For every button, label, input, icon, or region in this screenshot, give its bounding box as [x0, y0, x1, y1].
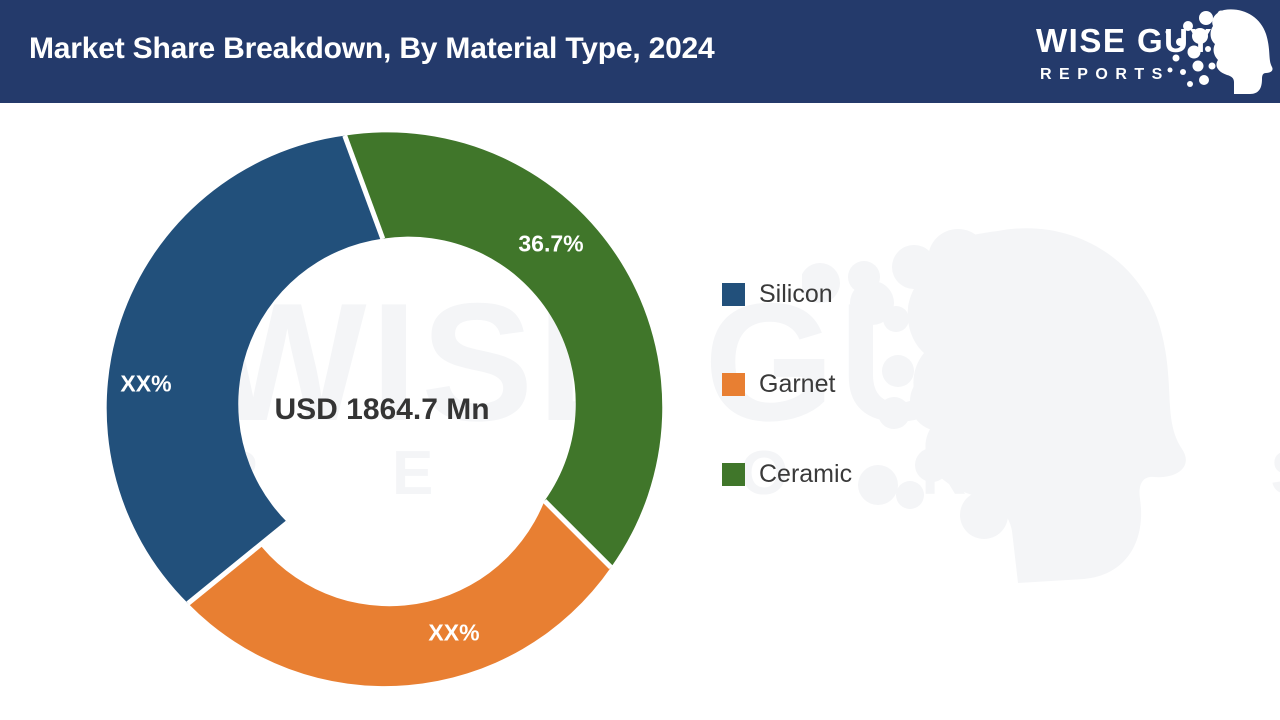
donut-chart: USD 1864.7 Mn 36.7% XX% XX% Silicon Garn… — [0, 103, 1280, 720]
legend-swatch-garnet — [722, 372, 745, 396]
slice-label-ceramic: 36.7% — [518, 230, 584, 257]
svg-text:REPORTS: REPORTS — [1040, 66, 1170, 83]
donut-slices — [106, 132, 663, 687]
chart-legend: Silicon Garnet Ceramic — [722, 249, 1002, 519]
center-value-label: USD 1864.7 Mn — [274, 393, 490, 426]
legend-swatch-ceramic — [722, 462, 745, 486]
slice-separators — [186, 134, 613, 606]
legend-item-silicon[interactable]: Silicon — [722, 249, 1002, 339]
legend-label-silicon: Silicon — [759, 279, 833, 308]
legend-item-ceramic[interactable]: Ceramic — [722, 429, 1002, 519]
slice-ceramic[interactable] — [344, 132, 663, 568]
donut-chart-svg — [106, 132, 663, 687]
page-header: Market Share Breakdown, By Material Type… — [0, 0, 1280, 103]
slice-label-garnet: XX% — [428, 619, 480, 646]
slice-label-silicon: XX% — [120, 370, 172, 397]
neural-dots-icon — [1165, 10, 1225, 87]
wiseguy-reports-logo: WISE GUY REPORTS — [1028, 4, 1274, 100]
head-silhouette-icon — [1210, 9, 1273, 94]
slice-silicon[interactable] — [106, 135, 383, 604]
legend-label-ceramic: Ceramic — [759, 459, 853, 488]
legend-item-garnet[interactable]: Garnet — [722, 339, 1002, 429]
page-title: Market Share Breakdown, By Material Type… — [29, 32, 715, 65]
logo-svg: WISE GUY REPORTS — [1036, 9, 1273, 94]
slice-garnet[interactable] — [188, 500, 611, 687]
legend-swatch-silicon — [722, 282, 745, 306]
legend-label-garnet: Garnet — [759, 369, 836, 398]
